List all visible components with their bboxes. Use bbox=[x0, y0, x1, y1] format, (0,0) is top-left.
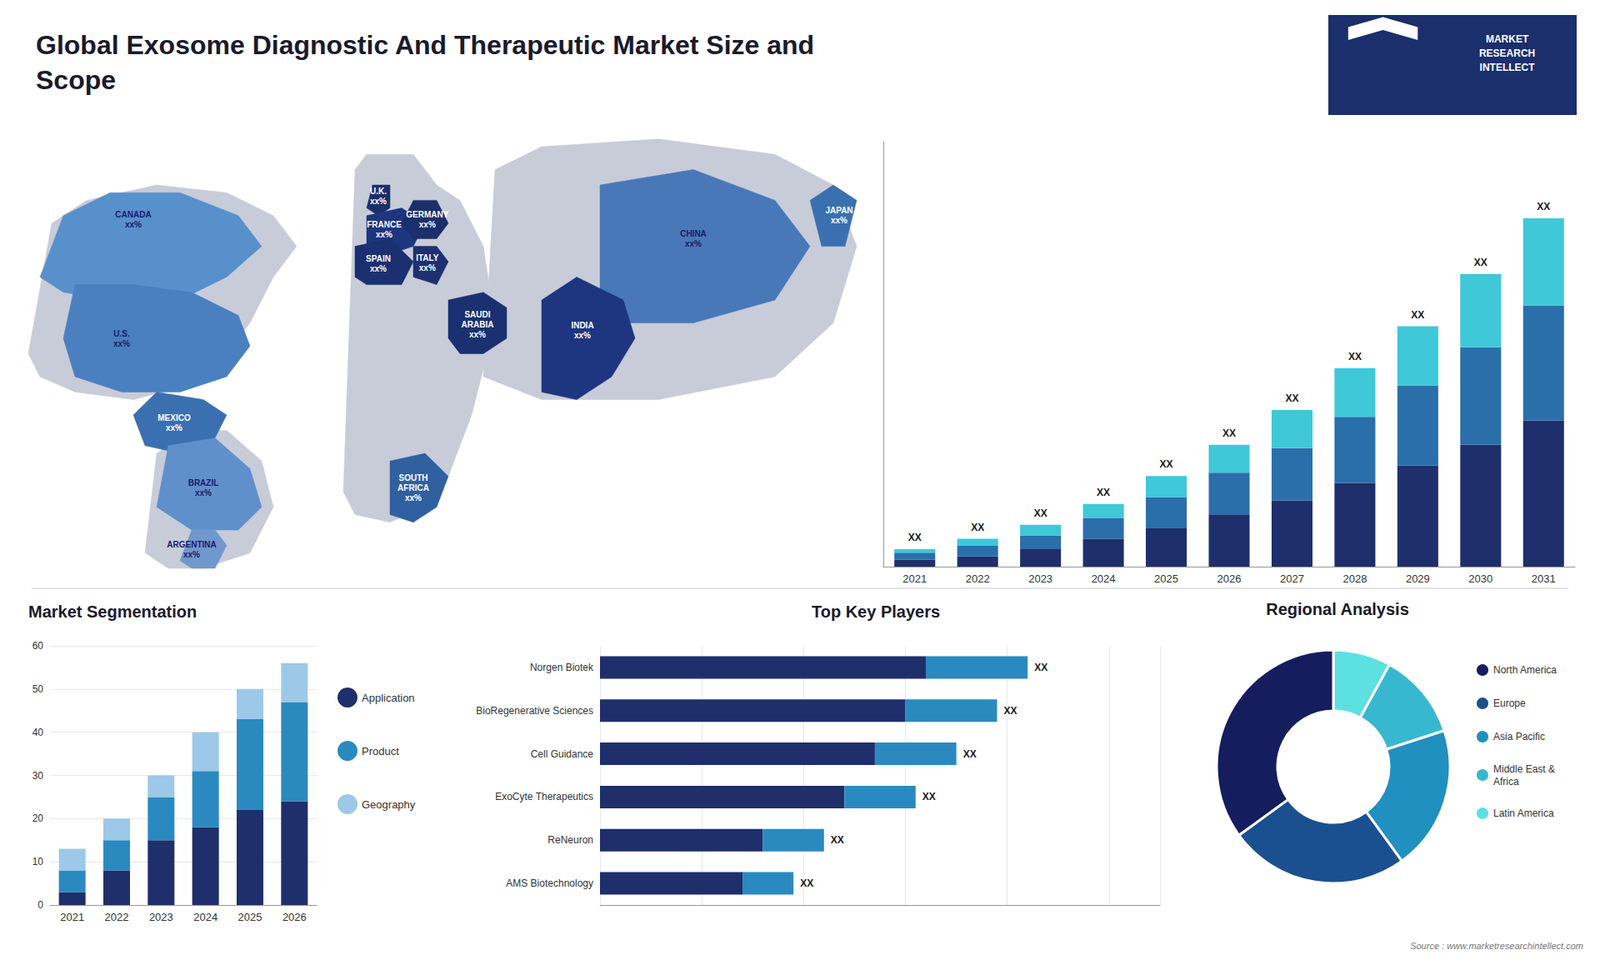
svg-text:INDIA: INDIA bbox=[570, 320, 594, 330]
svg-text:MARKET: MARKET bbox=[1485, 33, 1530, 45]
svg-text:2028: 2028 bbox=[1342, 572, 1367, 585]
svg-text:2029: 2029 bbox=[1405, 572, 1430, 585]
svg-text:Regional Analysis: Regional Analysis bbox=[1265, 600, 1410, 619]
svg-text:XX: XX bbox=[800, 877, 814, 890]
svg-text:2025: 2025 bbox=[238, 910, 263, 924]
svg-text:Asia Pacific: Asia Pacific bbox=[1493, 730, 1545, 743]
svg-text:xx%: xx% bbox=[370, 196, 387, 206]
svg-text:XX: XX bbox=[1285, 392, 1299, 405]
svg-text:XX: XX bbox=[908, 531, 922, 544]
svg-text:GERMANY: GERMANY bbox=[405, 210, 449, 220]
svg-text:2027: 2027 bbox=[1280, 572, 1305, 585]
svg-text:Application: Application bbox=[361, 691, 415, 705]
svg-text:XX: XX bbox=[1160, 458, 1174, 470]
svg-text:CANADA: CANADA bbox=[115, 210, 151, 220]
svg-text:xx%: xx% bbox=[419, 263, 436, 273]
svg-text:xx%: xx% bbox=[375, 230, 393, 240]
svg-text:xx%: xx% bbox=[574, 330, 591, 340]
svg-text:AFRICA: AFRICA bbox=[397, 483, 430, 493]
svg-text:xx%: xx% bbox=[419, 220, 436, 230]
svg-text:SPAIN: SPAIN bbox=[365, 254, 391, 264]
svg-text:BioRegenerative Sciences: BioRegenerative Sciences bbox=[475, 705, 594, 717]
svg-text:MEXICO: MEXICO bbox=[157, 413, 191, 423]
svg-text:XX: XX bbox=[1474, 256, 1488, 269]
svg-text:XX: XX bbox=[1410, 309, 1425, 321]
svg-text:XX: XX bbox=[1034, 507, 1048, 520]
svg-text:2031: 2031 bbox=[1531, 572, 1556, 585]
svg-text:60: 60 bbox=[32, 640, 45, 652]
svg-text:Latin America: Latin America bbox=[1493, 807, 1555, 820]
svg-text:2021: 2021 bbox=[902, 572, 927, 585]
svg-text:XX: XX bbox=[1096, 486, 1110, 499]
svg-text:BRAZIL: BRAZIL bbox=[188, 478, 220, 488]
svg-text:XX: XX bbox=[830, 834, 845, 846]
svg-text:0: 0 bbox=[37, 899, 44, 911]
svg-text:Market Segmentation: Market Segmentation bbox=[28, 602, 197, 621]
svg-text:ARGENTINA: ARGENTINA bbox=[166, 540, 216, 550]
svg-text:xx%: xx% bbox=[165, 423, 183, 433]
svg-text:50: 50 bbox=[32, 683, 45, 695]
svg-text:2026: 2026 bbox=[282, 910, 307, 924]
svg-text:Norgen Biotek: Norgen Biotek bbox=[530, 661, 595, 674]
svg-text:XX: XX bbox=[963, 748, 977, 760]
svg-text:20: 20 bbox=[32, 812, 45, 825]
svg-text:Europe: Europe bbox=[1493, 697, 1526, 710]
svg-text:2030: 2030 bbox=[1468, 572, 1493, 585]
svg-text:2023: 2023 bbox=[1028, 572, 1053, 585]
svg-text:XX: XX bbox=[1034, 661, 1048, 674]
svg-text:Cell Guidance: Cell Guidance bbox=[530, 748, 595, 760]
svg-text:40: 40 bbox=[32, 726, 45, 739]
svg-text:SOUTH: SOUTH bbox=[399, 473, 429, 483]
svg-text:ExoCyte Therapeutics: ExoCyte Therapeutics bbox=[495, 790, 594, 803]
svg-text:xx%: xx% bbox=[113, 339, 130, 349]
svg-text:xx%: xx% bbox=[405, 493, 422, 503]
svg-text:XX: XX bbox=[1004, 705, 1018, 717]
svg-text:CHINA: CHINA bbox=[680, 229, 707, 239]
svg-text:Africa: Africa bbox=[1493, 775, 1520, 788]
svg-text:2026: 2026 bbox=[1217, 572, 1242, 585]
svg-text:AMS Biotechnology: AMS Biotechnology bbox=[505, 877, 594, 890]
svg-text:XX: XX bbox=[970, 521, 985, 534]
svg-text:xx%: xx% bbox=[195, 488, 212, 498]
svg-text:xx%: xx% bbox=[685, 239, 702, 249]
svg-text:2021: 2021 bbox=[60, 910, 85, 924]
svg-text:ITALY: ITALY bbox=[415, 253, 440, 263]
svg-text:U.S.: U.S. bbox=[113, 329, 130, 339]
svg-text:FRANCE: FRANCE bbox=[366, 220, 402, 230]
svg-text:Middle East &: Middle East & bbox=[1493, 763, 1555, 775]
svg-text:RESEARCH: RESEARCH bbox=[1479, 47, 1535, 60]
svg-text:xx%: xx% bbox=[370, 264, 387, 274]
svg-text:Scope: Scope bbox=[35, 65, 116, 95]
svg-text:xx%: xx% bbox=[469, 330, 486, 340]
svg-text:xx%: xx% bbox=[830, 215, 848, 225]
svg-text:ARABIA: ARABIA bbox=[461, 320, 495, 330]
svg-text:Global Exosome Diagnostic And: Global Exosome Diagnostic And Therapeuti… bbox=[35, 30, 815, 60]
svg-text:North America: North America bbox=[1493, 664, 1557, 676]
svg-text:Source : www.marketresearchint: Source : www.marketresearchintellect.com bbox=[1410, 940, 1584, 951]
svg-text:Product: Product bbox=[361, 745, 400, 758]
svg-text:2022: 2022 bbox=[965, 572, 990, 585]
svg-text:xx%: xx% bbox=[125, 220, 142, 230]
svg-text:xx%: xx% bbox=[183, 550, 200, 560]
svg-text:ReNeuron: ReNeuron bbox=[547, 834, 594, 846]
svg-text:Geography: Geography bbox=[361, 798, 416, 811]
svg-text:2023: 2023 bbox=[149, 910, 174, 924]
svg-text:XX: XX bbox=[1536, 200, 1550, 213]
svg-text:XX: XX bbox=[1222, 427, 1236, 440]
svg-text:INTELLECT: INTELLECT bbox=[1480, 61, 1536, 74]
svg-text:Top Key Players: Top Key Players bbox=[811, 602, 940, 621]
svg-text:10: 10 bbox=[32, 855, 45, 868]
svg-text:2024: 2024 bbox=[1091, 572, 1116, 585]
svg-text:XX: XX bbox=[922, 790, 936, 803]
svg-text:U.K.: U.K. bbox=[370, 186, 387, 196]
svg-text:30: 30 bbox=[32, 770, 45, 782]
svg-text:SAUDI: SAUDI bbox=[464, 310, 490, 320]
svg-text:XX: XX bbox=[1348, 350, 1362, 363]
svg-text:JAPAN: JAPAN bbox=[825, 205, 853, 215]
svg-text:2024: 2024 bbox=[193, 910, 218, 924]
svg-text:2022: 2022 bbox=[105, 910, 130, 924]
svg-text:2025: 2025 bbox=[1154, 572, 1179, 585]
